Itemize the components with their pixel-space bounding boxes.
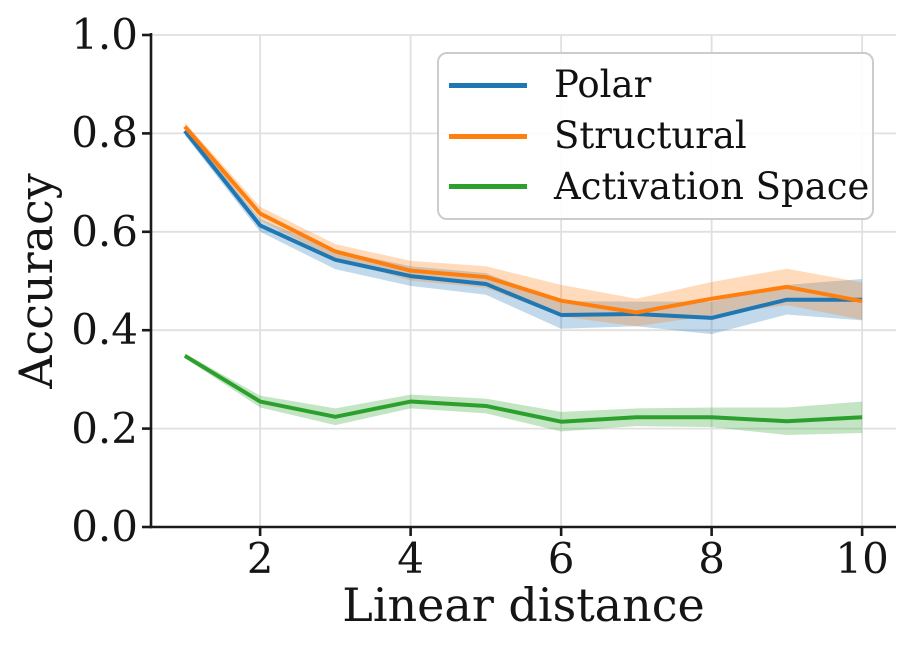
x-axis-title: Linear distance: [342, 578, 705, 632]
x-tick-label-6: 6: [547, 534, 575, 583]
legend-item-structural: Structural: [439, 111, 872, 162]
y-tick-label-1-0: 1.0: [71, 10, 138, 59]
x-tick-label-2: 2: [246, 534, 274, 583]
y-tick-label-0-4: 0.4: [71, 305, 138, 355]
band-activation-space: [184, 353, 863, 435]
legend-label-activation-space: Activation Space: [554, 164, 870, 208]
x-tick-label-10: 10: [835, 534, 889, 583]
axis-spines: [149, 33, 896, 529]
y-tick-label-0-2: 0.2: [71, 403, 138, 453]
legend-line-sample-activation-space: [449, 184, 527, 190]
y-tick-label-0-0: 0.0: [71, 502, 138, 551]
legend-item-activation-space: Activation Space: [439, 161, 872, 212]
x-tick-label-8: 8: [698, 534, 725, 583]
legend-label-polar: Polar: [554, 63, 652, 107]
x-tick-label-4: 4: [397, 534, 424, 583]
band-polar: [184, 126, 863, 335]
legend-item-polar: Polar: [439, 60, 872, 111]
y-tick-label-0-8: 0.8: [71, 108, 138, 158]
series-lines: [183, 125, 863, 424]
legend: Polar Structural Activation Space: [437, 52, 874, 220]
legend-label-structural: Structural: [554, 114, 747, 157]
band-structural: [184, 122, 863, 327]
line-polar: [183, 129, 863, 320]
legend-line-sample-polar: [449, 82, 527, 88]
line-activation-space: [183, 354, 863, 424]
tick-marks: [142, 33, 864, 536]
line-structural: [183, 125, 863, 315]
legend-line-sample-structural: [449, 133, 527, 139]
y-tick-label-0-6: 0.6: [71, 206, 138, 256]
